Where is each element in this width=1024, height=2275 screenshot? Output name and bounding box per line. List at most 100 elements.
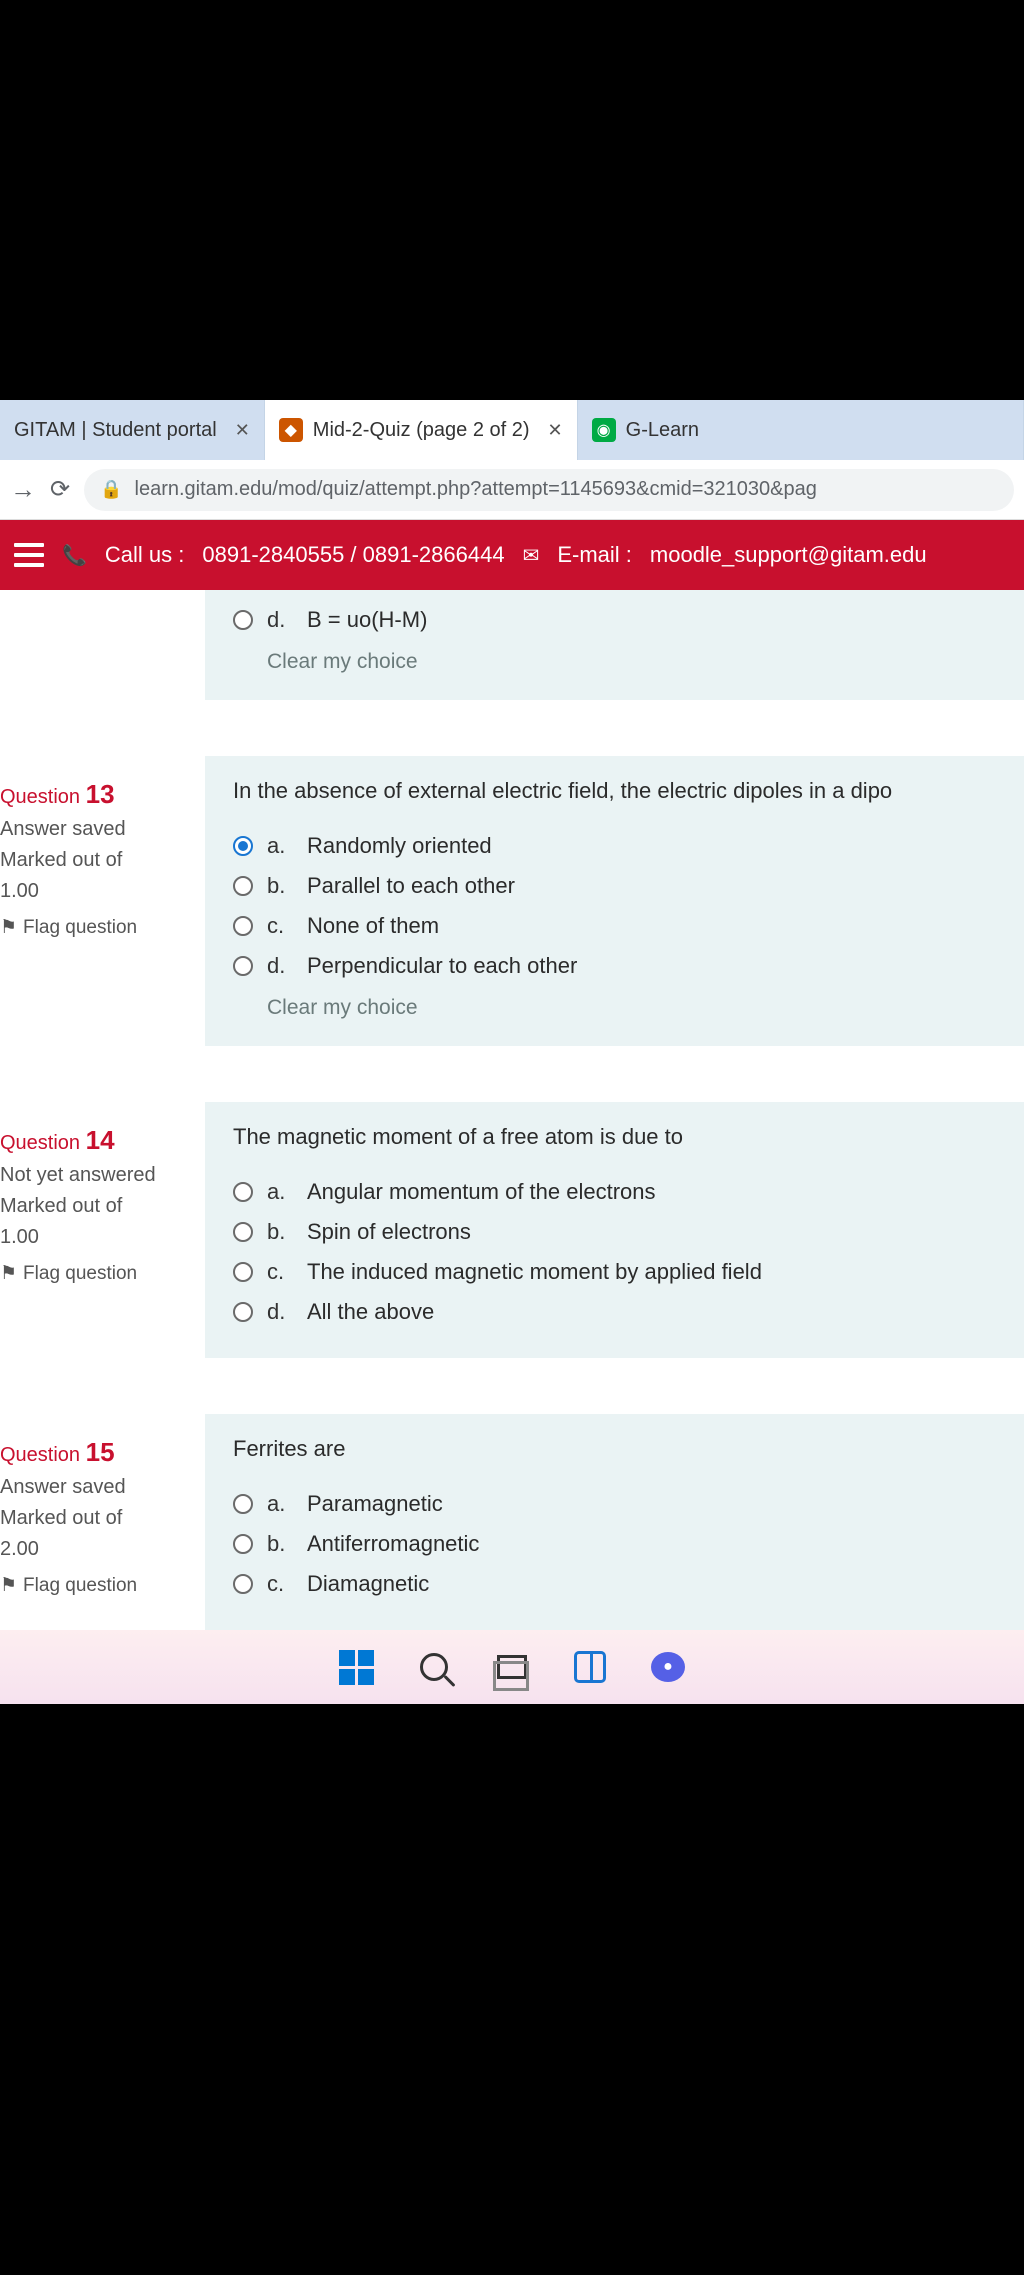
flag-question-link[interactable]: ⚑ Flag question [0, 913, 195, 942]
question-label: Question [0, 786, 86, 808]
radio-icon[interactable] [233, 836, 253, 856]
hamburger-icon[interactable] [14, 543, 44, 567]
question-12-options-tail: d. B = uo(H-M) Clear my choice [205, 590, 1024, 700]
question-text: In the absence of external electric fiel… [233, 778, 1000, 804]
phone-numbers: 0891-2840555 / 0891-2866444 [202, 542, 504, 568]
option-a[interactable]: a. Angular momentum of the electrons [233, 1172, 1000, 1212]
browser-tab-quiz[interactable]: ◆ Mid-2-Quiz (page 2 of 2) ✕ [265, 400, 578, 460]
option-c[interactable]: c. None of them [233, 906, 1000, 946]
radio-icon[interactable] [233, 1574, 253, 1594]
option-text: Paramagnetic [307, 1491, 443, 1517]
widgets-button[interactable] [572, 1649, 608, 1685]
start-button[interactable] [338, 1649, 374, 1685]
task-view-button[interactable] [494, 1649, 530, 1685]
option-letter: a. [267, 1179, 293, 1205]
option-a[interactable]: a. Randomly oriented [233, 826, 1000, 866]
url-field[interactable]: 🔒 learn.gitam.edu/mod/quiz/attempt.php?a… [84, 469, 1014, 511]
tab-title: GITAM | Student portal [14, 419, 217, 442]
marks-value: 1.00 [0, 876, 195, 907]
option-text: All the above [307, 1299, 434, 1325]
reload-icon[interactable]: ⟳ [50, 475, 70, 504]
option-d[interactable]: d. All the above [233, 1292, 1000, 1332]
mail-icon: ✉ [523, 543, 540, 568]
windows-taskbar: ● [0, 1630, 1024, 1704]
option-letter: c. [267, 1259, 293, 1285]
close-icon[interactable]: ✕ [548, 420, 563, 441]
option-d[interactable]: d. B = uo(H-M) [233, 600, 1000, 640]
option-c[interactable]: c. The induced magnetic moment by applie… [233, 1252, 1000, 1292]
tab-title: G-Learn [626, 419, 699, 442]
clear-choice-link[interactable]: Clear my choice [267, 996, 1000, 1020]
browser-tab-glearn[interactable]: ◉ G-Learn [578, 400, 1024, 460]
flag-label: Flag question [23, 913, 137, 942]
radio-icon[interactable] [233, 876, 253, 896]
tab-title: Mid-2-Quiz (page 2 of 2) [313, 419, 530, 442]
task-view-icon [497, 1655, 527, 1679]
site-header: 📞 Call us : 0891-2840555 / 0891-2866444 … [0, 520, 1024, 590]
widgets-icon [574, 1651, 606, 1683]
email-label: E-mail : [557, 542, 632, 568]
option-b[interactable]: b. Spin of electrons [233, 1212, 1000, 1252]
question-number: 14 [86, 1125, 115, 1155]
radio-icon[interactable] [233, 1222, 253, 1242]
radio-icon[interactable] [233, 916, 253, 936]
radio-icon[interactable] [233, 1534, 253, 1554]
support-email[interactable]: moodle_support@gitam.edu [650, 542, 927, 568]
radio-icon[interactable] [233, 1262, 253, 1282]
forward-icon[interactable]: → [10, 474, 36, 505]
favicon-icon: ◆ [279, 418, 303, 442]
option-text: Randomly oriented [307, 833, 492, 859]
answer-status: Answer saved [0, 1472, 195, 1503]
radio-icon[interactable] [233, 1494, 253, 1514]
radio-icon[interactable] [233, 1302, 253, 1322]
flag-icon: ⚑ [0, 1571, 17, 1600]
option-text: Antiferromagnetic [307, 1531, 479, 1557]
marks-value: 2.00 [0, 1534, 195, 1565]
answer-status: Not yet answered [0, 1160, 195, 1191]
flag-question-link[interactable]: ⚑ Flag question [0, 1259, 195, 1288]
radio-icon[interactable] [233, 1182, 253, 1202]
question-15-row: Question 15 Answer saved Marked out of 2… [0, 1414, 1024, 1630]
question-number: 15 [86, 1437, 115, 1467]
question-13-info: Question 13 Answer saved Marked out of 1… [0, 756, 205, 961]
flag-label: Flag question [23, 1259, 137, 1288]
option-text: None of them [307, 913, 439, 939]
call-us-label: Call us : [105, 542, 184, 568]
option-text: Perpendicular to each other [307, 953, 577, 979]
option-b[interactable]: b. Parallel to each other [233, 866, 1000, 906]
marks-value: 1.00 [0, 1222, 195, 1253]
option-letter: a. [267, 833, 293, 859]
marked-out-of-label: Marked out of [0, 1191, 195, 1222]
option-a[interactable]: a. Paramagnetic [233, 1484, 1000, 1524]
option-letter: d. [267, 953, 293, 979]
radio-icon[interactable] [233, 610, 253, 630]
option-text: Diamagnetic [307, 1571, 429, 1597]
browser-tabstrip: GITAM | Student portal ✕ ◆ Mid-2-Quiz (p… [0, 400, 1024, 460]
option-b[interactable]: b. Antiferromagnetic [233, 1524, 1000, 1564]
question-13-row: Question 13 Answer saved Marked out of 1… [0, 756, 1024, 1102]
question-15-block: Ferrites are a. Paramagnetic b. Antiferr… [205, 1414, 1024, 1630]
flag-icon: ⚑ [0, 1259, 17, 1288]
lock-icon: 🔒 [100, 479, 122, 500]
option-c[interactable]: c. Diamagnetic [233, 1564, 1000, 1604]
marked-out-of-label: Marked out of [0, 845, 195, 876]
phone-icon: 📞 [62, 543, 87, 568]
option-letter: b. [267, 1219, 293, 1245]
chat-button[interactable]: ● [650, 1649, 686, 1685]
option-text: The induced magnetic moment by applied f… [307, 1259, 762, 1285]
radio-icon[interactable] [233, 956, 253, 976]
search-icon [420, 1653, 448, 1681]
question-label: Question [0, 1444, 86, 1466]
flag-question-link[interactable]: ⚑ Flag question [0, 1571, 195, 1600]
option-letter: d. [267, 607, 293, 633]
close-icon[interactable]: ✕ [235, 420, 250, 441]
search-button[interactable] [416, 1649, 452, 1685]
question-13-block: In the absence of external electric fiel… [205, 756, 1024, 1046]
browser-viewport: GITAM | Student portal ✕ ◆ Mid-2-Quiz (p… [0, 400, 1024, 1704]
question-15-info: Question 15 Answer saved Marked out of 2… [0, 1414, 205, 1619]
option-letter: c. [267, 913, 293, 939]
clear-choice-link[interactable]: Clear my choice [267, 650, 1000, 674]
browser-tab-gitam-portal[interactable]: GITAM | Student portal ✕ [0, 400, 265, 460]
option-text: Spin of electrons [307, 1219, 471, 1245]
option-d[interactable]: d. Perpendicular to each other [233, 946, 1000, 986]
